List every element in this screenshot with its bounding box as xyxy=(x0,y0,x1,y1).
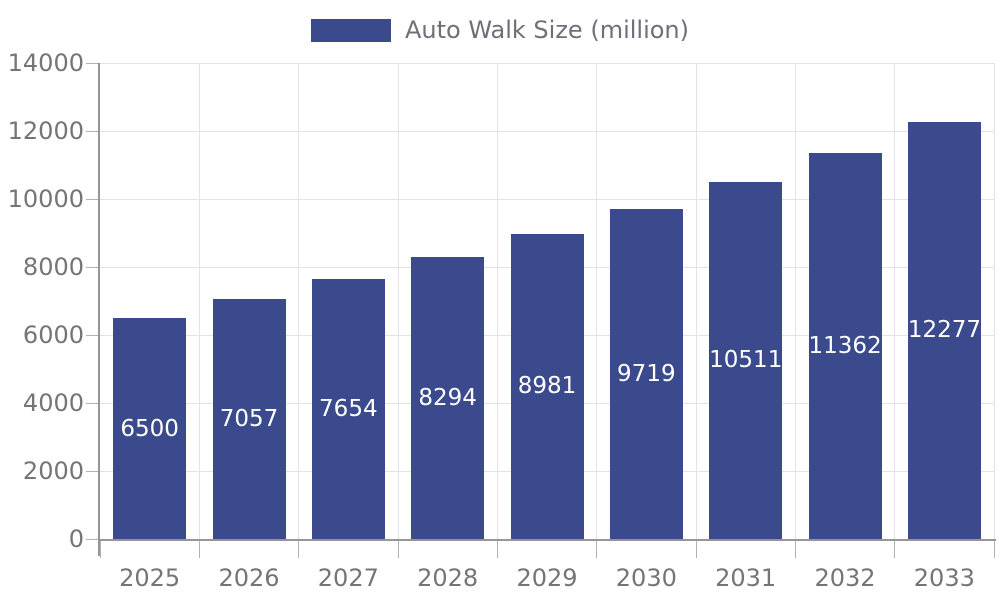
gridline-vertical xyxy=(695,63,697,539)
gridline-vertical xyxy=(397,63,399,539)
x-axis-label: 2033 xyxy=(913,564,975,592)
y-axis-tick xyxy=(86,198,98,200)
bar[interactable] xyxy=(212,299,286,539)
x-axis-label: 2027 xyxy=(317,564,379,592)
gridline-vertical xyxy=(894,63,896,539)
bar-value-label: 7654 xyxy=(319,395,378,422)
bar-value-label: 11362 xyxy=(808,332,882,359)
y-axis-tick xyxy=(86,130,98,132)
x-axis-label: 2028 xyxy=(417,564,479,592)
x-axis-tick xyxy=(794,541,796,558)
gridline-vertical xyxy=(198,63,200,539)
x-axis-tick xyxy=(99,541,101,558)
x-axis-label: 2032 xyxy=(814,564,876,592)
bar-value-label: 6500 xyxy=(120,415,179,442)
x-axis-tick xyxy=(397,541,399,558)
y-axis-label: 6000 xyxy=(22,321,84,349)
bar[interactable] xyxy=(609,208,683,539)
gridline-horizontal xyxy=(100,130,994,132)
gridline-vertical xyxy=(794,63,796,539)
y-axis-tick xyxy=(86,538,98,540)
x-axis-line xyxy=(98,539,996,541)
x-axis-label: 2025 xyxy=(119,564,181,592)
plot-area: 0 2000 4000 6000 8000 10000 12000 14000 6500 2025… xyxy=(8,49,996,592)
legend-label: Auto Walk Size (million) xyxy=(404,16,689,44)
y-axis-label: 8000 xyxy=(22,253,84,281)
gridline-horizontal xyxy=(100,62,994,64)
x-axis-label: 2030 xyxy=(615,564,677,592)
y-axis-tick xyxy=(86,62,98,64)
y-axis-tick xyxy=(86,402,98,404)
bar-value-label: 9719 xyxy=(617,360,676,387)
bar[interactable] xyxy=(113,318,187,539)
x-axis-tick xyxy=(993,541,995,558)
y-axis-label: 2000 xyxy=(22,457,84,485)
y-axis-label: 10000 xyxy=(7,185,84,213)
x-axis-tick xyxy=(894,541,896,558)
x-axis-tick xyxy=(298,541,300,558)
legend-swatch xyxy=(310,18,391,42)
y-axis-label: 14000 xyxy=(7,49,84,77)
x-axis-tick xyxy=(496,541,498,558)
legend[interactable]: Auto Walk Size (million) xyxy=(0,18,1000,42)
gridline-horizontal xyxy=(100,198,994,200)
y-axis-tick xyxy=(86,470,98,472)
y-axis-label: 4000 xyxy=(22,389,84,417)
x-axis-tick xyxy=(695,541,697,558)
bar[interactable] xyxy=(411,257,485,539)
gridline-vertical xyxy=(496,63,498,539)
y-axis-tick xyxy=(86,334,98,336)
x-axis-tick xyxy=(198,541,200,558)
bar-value-label: 8294 xyxy=(418,385,477,411)
bar-value-label: 8981 xyxy=(517,373,577,400)
y-axis-line xyxy=(98,63,100,556)
bar[interactable] xyxy=(808,152,882,539)
x-axis-label: 2029 xyxy=(516,564,578,592)
y-axis-tick xyxy=(86,266,98,268)
x-axis-label: 2026 xyxy=(218,564,280,592)
bar-value-label: 10511 xyxy=(709,347,783,374)
y-axis-label: 0 xyxy=(68,525,84,553)
bar[interactable] xyxy=(311,278,385,539)
bar[interactable] xyxy=(709,181,783,539)
bar[interactable] xyxy=(907,121,981,539)
bar-value-label: 12277 xyxy=(907,317,981,344)
y-axis-label: 12000 xyxy=(7,117,84,145)
x-axis-label: 2031 xyxy=(715,564,777,592)
gridline-vertical xyxy=(596,63,598,539)
bar-value-label: 7057 xyxy=(219,406,279,433)
x-axis-tick xyxy=(596,541,598,558)
gridline-vertical xyxy=(298,63,300,539)
gridline-vertical xyxy=(993,63,995,539)
bar[interactable] xyxy=(510,233,584,539)
